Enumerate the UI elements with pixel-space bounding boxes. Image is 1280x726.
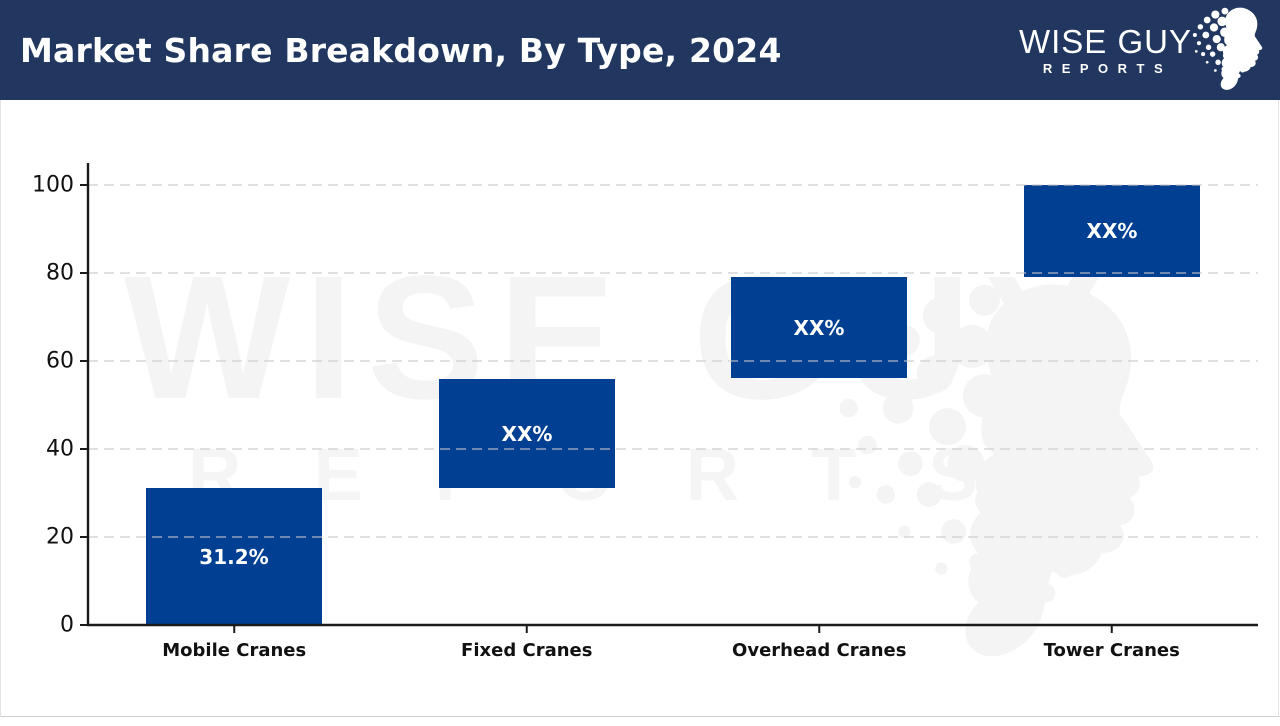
bar-value-label: 31.2% [199, 544, 269, 569]
left-border-line [0, 100, 1, 717]
header-bar: Market Share Breakdown, By Type, 2024 WI… [0, 0, 1280, 100]
right-border-line [1278, 100, 1279, 717]
bar-mobile-cranes: 31.2% [146, 488, 322, 625]
brand-logo: WISE GUY REPORTS [1004, 4, 1272, 96]
bar-fixed-cranes: XX% [439, 379, 615, 488]
bar-overhead-cranes: XX% [731, 277, 907, 378]
page-title: Market Share Breakdown, By Type, 2024 [20, 30, 782, 70]
bar-value-label: XX% [1086, 219, 1138, 243]
bar-tower-cranes: XX% [1024, 185, 1200, 277]
wiseguy-head-icon [1192, 7, 1263, 90]
brand-name: WISE GUY [1018, 23, 1192, 60]
brand-subtitle: REPORTS [1042, 61, 1173, 76]
bar-value-label: XX% [501, 421, 553, 446]
brand-logo-text: WISE GUY REPORTS [1019, 25, 1192, 75]
bottom-border-line [0, 716, 1280, 717]
bar-value-label: XX% [793, 315, 845, 340]
